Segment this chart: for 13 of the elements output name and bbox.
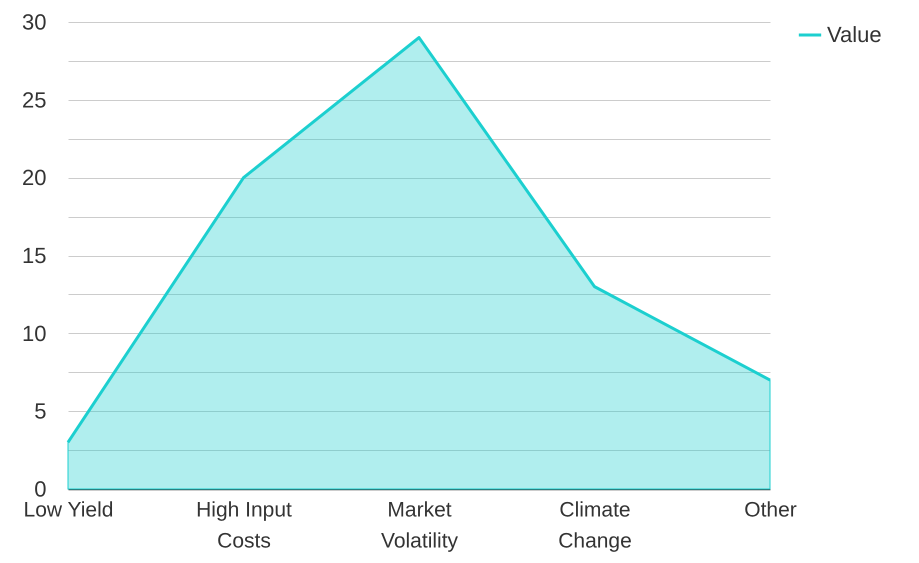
y-tick-label: 20 (22, 165, 46, 190)
y-tick-label: 30 (22, 10, 46, 34)
y-tick-label: 5 (34, 398, 46, 424)
y-tick-label: 10 (22, 320, 46, 346)
x-tick-label: Low Yield (24, 498, 114, 522)
y-tick-label: 25 (22, 87, 46, 112)
y-tick-label: 0 (34, 476, 46, 502)
x-tick-label: Climate Change (558, 498, 632, 552)
x-tick-label: Other (744, 498, 797, 522)
legend-label: Value (827, 22, 882, 47)
x-tick-label: High Input Costs (196, 498, 292, 552)
x-tick-label: Market Volatility (380, 498, 459, 552)
y-tick-label: 15 (22, 243, 46, 268)
